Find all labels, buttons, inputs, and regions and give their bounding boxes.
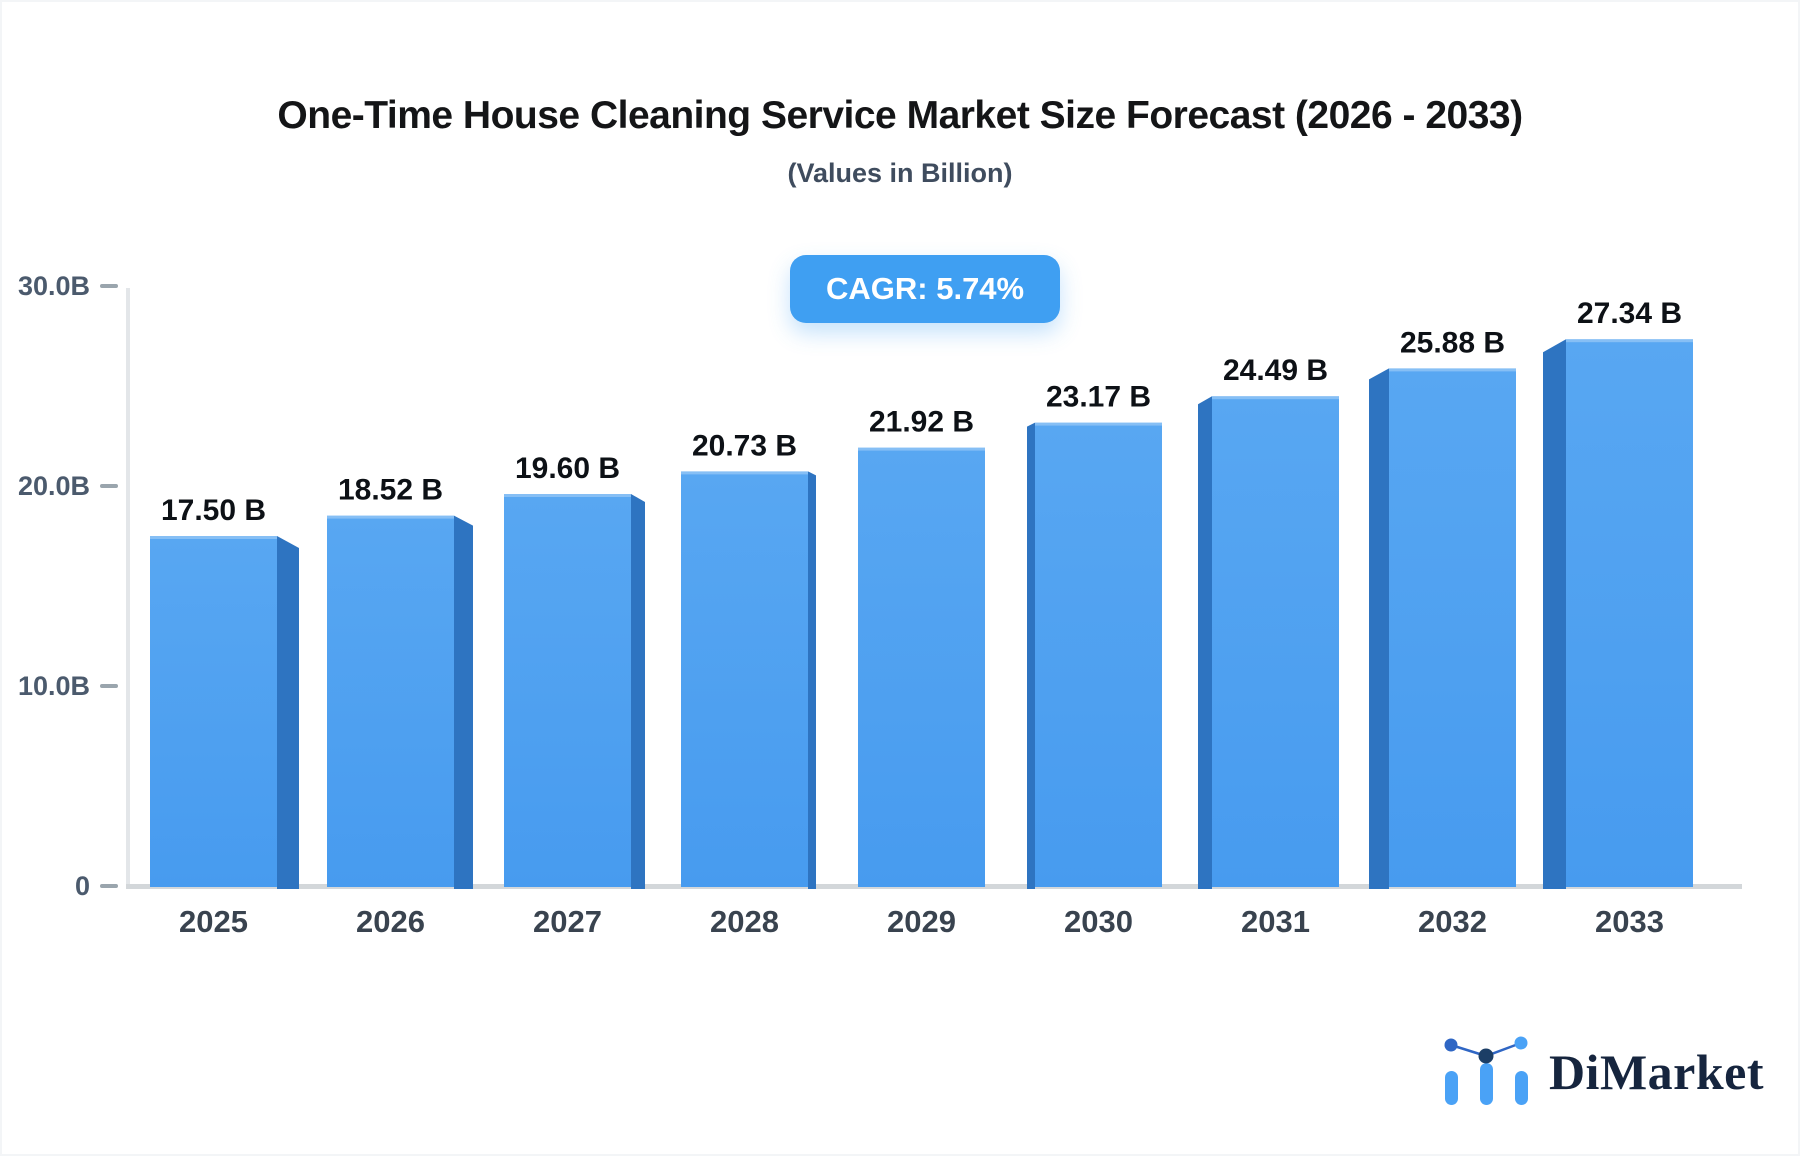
bar-side-face-2028 <box>808 471 816 889</box>
bar-side-face-2032 <box>1369 368 1389 889</box>
x-axis-label-2027: 2027 <box>533 904 602 939</box>
x-axis-label-2031: 2031 <box>1241 904 1310 939</box>
bar-2029 <box>858 447 985 887</box>
bar-top-edge-2026 <box>327 515 454 519</box>
x-axis-label-2033: 2033 <box>1595 904 1664 939</box>
bar-chart-with-trendline-icon <box>1444 1036 1528 1105</box>
bar-value-label-2031: 24.49 B <box>1223 354 1328 387</box>
y-axis-line <box>126 288 130 886</box>
bar-2030 <box>1035 422 1162 887</box>
y-axis-tick-label: 30.0B <box>18 271 90 301</box>
bar-top-edge-2028 <box>681 471 808 475</box>
chart-subtitle: (Values in Billion) <box>787 158 1013 188</box>
bar-top-edge-2027 <box>504 494 631 497</box>
bar-value-label-2025: 17.50 B <box>161 494 266 527</box>
x-axis-label-2028: 2028 <box>710 904 779 939</box>
y-axis-tick-label: 0 <box>75 871 90 901</box>
bar-2028 <box>681 471 808 887</box>
x-axis-label-2032: 2032 <box>1418 904 1487 939</box>
bar-value-label-2030: 23.17 B <box>1046 381 1151 414</box>
bar-side-face-2027 <box>631 494 645 889</box>
bar-top-edge-2031 <box>1212 396 1339 400</box>
x-axis-label-2029: 2029 <box>887 904 956 939</box>
x-axis-label-2026: 2026 <box>356 904 425 939</box>
bar-side-face-2031 <box>1198 396 1212 889</box>
y-axis-tick-mark <box>100 884 118 888</box>
bar-value-label-2027: 19.60 B <box>515 452 620 485</box>
y-axis-tick-label: 10.0B <box>18 671 90 701</box>
bar-value-label-2028: 20.73 B <box>692 429 797 462</box>
y-axis-tick-mark <box>100 284 118 288</box>
bar-top-edge-2025 <box>150 536 277 539</box>
bar-top-edge-2032 <box>1389 368 1516 372</box>
bar-side-face-2033 <box>1543 339 1566 889</box>
y-axis-tick-label: 20.0B <box>18 471 90 501</box>
cagr-badge: CAGR: 5.74% <box>790 255 1061 323</box>
brand-logo: DiMarket <box>1441 1036 1764 1108</box>
bar-2032 <box>1389 368 1516 887</box>
bar-side-face-2030 <box>1027 422 1035 889</box>
bar-top-edge-2030 <box>1035 422 1162 426</box>
bar-value-label-2026: 18.52 B <box>338 474 443 507</box>
brand-logo-text: DiMarket <box>1548 1044 1764 1100</box>
y-axis-tick-mark <box>100 484 118 488</box>
bar-side-face-2026 <box>454 515 473 889</box>
bar-2025 <box>150 536 277 887</box>
bar-top-edge-2033 <box>1566 339 1693 343</box>
bar-side-face-2025 <box>277 536 299 889</box>
y-axis-tick-mark <box>100 684 118 688</box>
bar-value-label-2032: 25.88 B <box>1400 326 1505 359</box>
bar-value-label-2033: 27.34 B <box>1577 297 1682 330</box>
x-axis-label-2030: 2030 <box>1064 904 1133 939</box>
bar-2031 <box>1212 396 1339 887</box>
bar-value-label-2029: 21.92 B <box>869 406 974 439</box>
x-axis-label-2025: 2025 <box>179 904 248 939</box>
bar-top-edge-2029 <box>858 447 985 451</box>
chart-title: One-Time House Cleaning Service Market S… <box>277 94 1523 137</box>
bar-2026 <box>327 515 454 887</box>
bar-2027 <box>504 494 631 887</box>
bar-2033 <box>1566 339 1693 887</box>
